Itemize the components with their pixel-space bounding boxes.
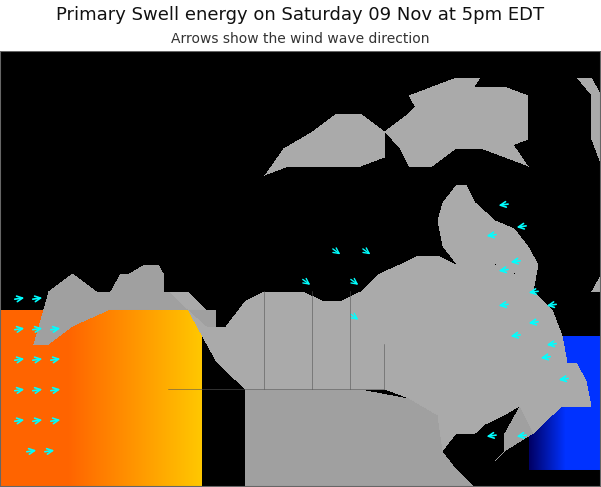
Text: Arrows show the wind wave direction: Arrows show the wind wave direction bbox=[171, 32, 430, 46]
Text: Primary Swell energy on Saturday 09 Nov at 5pm EDT: Primary Swell energy on Saturday 09 Nov … bbox=[56, 6, 545, 24]
